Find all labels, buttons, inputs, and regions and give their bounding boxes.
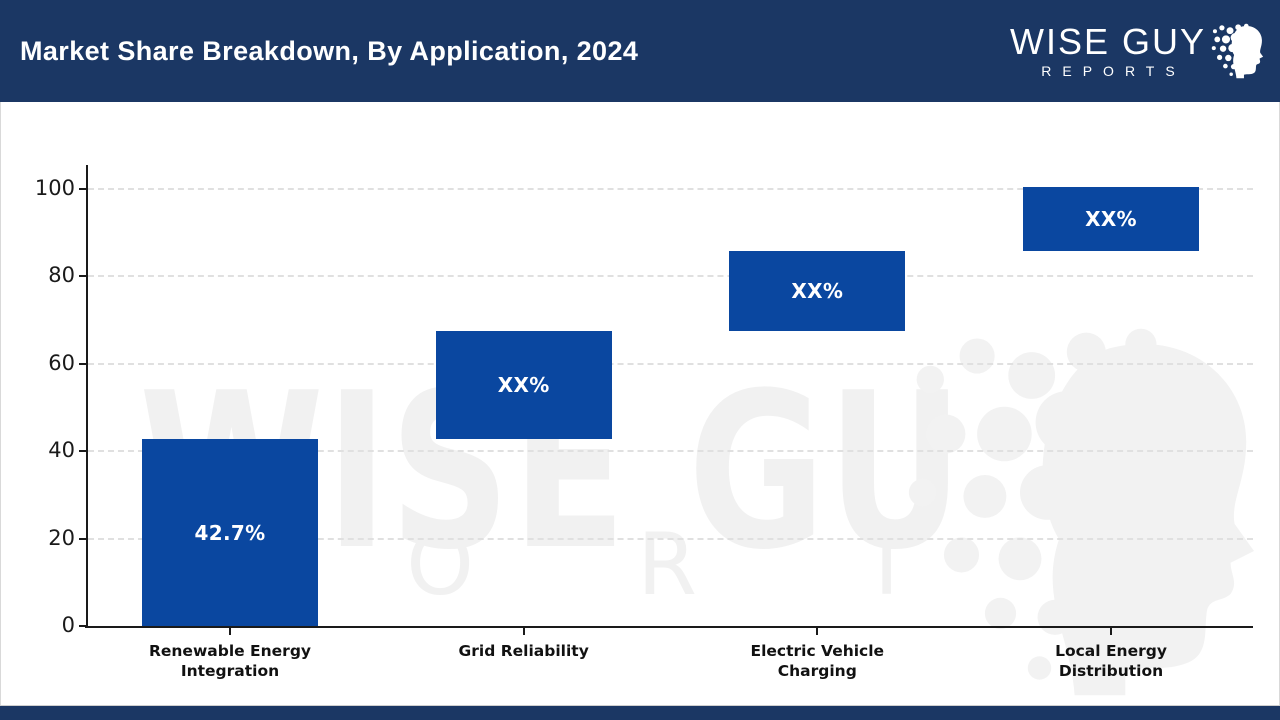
y-axis-tick-label: 80 [48, 263, 75, 287]
y-axis-tick-mark [79, 362, 87, 365]
x-axis-category-label: Grid Reliability [458, 642, 589, 660]
gridline [88, 275, 1253, 277]
wiseguy-logo: WISE GUY REPORTS [1010, 10, 1280, 92]
y-axis-tick-mark [79, 537, 87, 540]
brand-name: WISE GUY [1009, 20, 1206, 62]
y-axis-tick-mark [79, 625, 87, 627]
bar-segment: XX% [435, 331, 612, 440]
gridline [88, 362, 1253, 365]
page-title: Market Share Breakdown, By Application, … [20, 35, 639, 66]
wiseguy-head-icon [1208, 10, 1266, 92]
y-axis-tick-label: 40 [48, 438, 75, 462]
card-bottom-border [0, 705, 1280, 706]
bar-segment: XX% [1023, 187, 1199, 251]
footer-bar [0, 706, 1280, 720]
y-axis-line [86, 165, 88, 628]
header-bar: Market Share Breakdown, By Application, … [0, 0, 1280, 102]
y-axis-tick-mark [79, 187, 87, 190]
wiseguy-logo-text: WISE GUY REPORTS [1009, 20, 1206, 79]
watermark-text-2: P O R T S [191, 515, 1199, 615]
x-axis-line [85, 626, 1253, 628]
bar-value-label: XX% [1085, 206, 1137, 231]
y-axis-tick-label: 0 [61, 613, 75, 637]
x-axis-tick-mark [229, 628, 231, 635]
x-axis-category-label: Local Energy Distribution [1055, 642, 1167, 680]
bar-value-label: XX% [791, 278, 844, 303]
x-axis-tick-mark [816, 628, 819, 635]
y-axis-tick-mark [79, 450, 87, 452]
y-axis-tick-label: 100 [34, 175, 75, 200]
x-axis-category-label: Renewable Energy Integration [148, 642, 312, 680]
bar-value-label: 42.7% [194, 520, 266, 545]
gridline [88, 450, 1253, 452]
gridline [88, 187, 1253, 190]
bar-segment: 42.7% [142, 439, 318, 626]
x-axis-category-label: Electric Vehicle Charging [750, 642, 885, 680]
x-axis-tick-mark [1110, 628, 1112, 635]
y-axis-tick-mark [79, 275, 87, 277]
brand-subtitle: REPORTS [1041, 62, 1186, 79]
x-axis-tick-mark [522, 628, 525, 635]
y-axis-tick-label: 20 [48, 525, 75, 550]
bar-value-label: XX% [497, 373, 550, 398]
gridline [88, 537, 1253, 540]
y-axis-tick-label: 60 [48, 350, 75, 375]
bar-segment: XX% [729, 250, 906, 332]
